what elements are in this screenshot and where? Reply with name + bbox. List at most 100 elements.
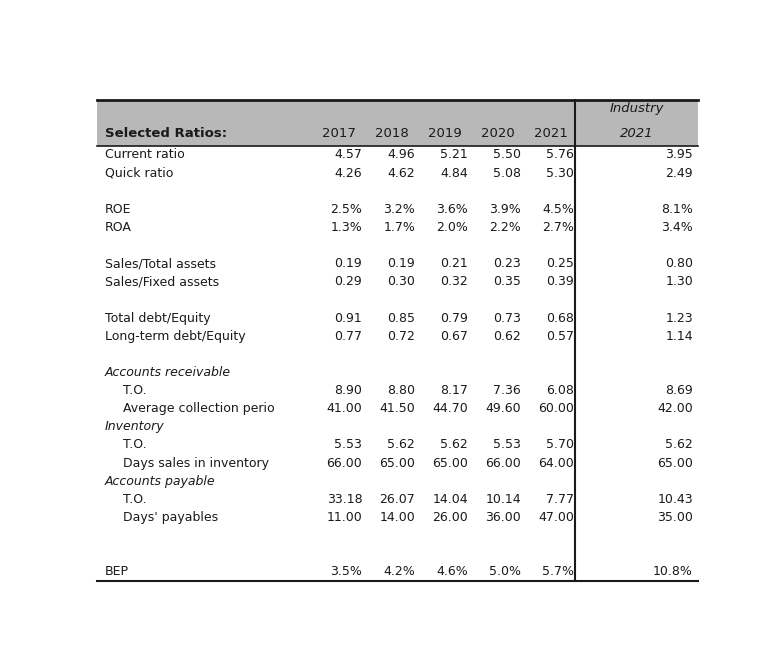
Text: ROE: ROE [105,203,131,216]
Text: 3.95: 3.95 [665,149,693,162]
Text: 0.77: 0.77 [334,330,362,343]
Text: T.O.: T.O. [123,438,147,452]
Text: 66.00: 66.00 [327,457,362,469]
Text: 0.23: 0.23 [494,257,521,271]
Text: 0.73: 0.73 [493,312,521,325]
Text: BEP: BEP [105,566,129,578]
Text: 5.70: 5.70 [546,438,574,452]
Text: Quick ratio: Quick ratio [105,166,173,180]
Text: 4.5%: 4.5% [542,203,574,216]
Text: 49.60: 49.60 [485,402,521,415]
Text: 4.2%: 4.2% [383,566,415,578]
Text: 44.70: 44.70 [432,402,468,415]
Text: ROA: ROA [105,221,132,234]
Text: Accounts payable: Accounts payable [105,475,216,488]
Text: T.O.: T.O. [123,493,147,506]
Text: 42.00: 42.00 [657,402,693,415]
Text: 4.26: 4.26 [334,166,362,180]
Text: 2018: 2018 [375,127,409,140]
Text: 66.00: 66.00 [485,457,521,469]
Text: Sales/Total assets: Sales/Total assets [105,257,216,271]
Text: 5.0%: 5.0% [489,566,521,578]
Text: T.O.: T.O. [123,384,147,397]
Text: 60.00: 60.00 [538,402,574,415]
Text: Current ratio: Current ratio [105,149,185,162]
Text: 1.23: 1.23 [665,312,693,325]
Text: 26.07: 26.07 [379,493,415,506]
Text: 1.30: 1.30 [665,275,693,288]
Text: 0.62: 0.62 [494,330,521,343]
Text: 1.14: 1.14 [665,330,693,343]
Text: 3.9%: 3.9% [489,203,521,216]
Text: Sales/Fixed assets: Sales/Fixed assets [105,275,219,288]
Text: 47.00: 47.00 [538,511,574,524]
Text: Long-term debt/Equity: Long-term debt/Equity [105,330,245,343]
Text: 0.79: 0.79 [440,312,468,325]
Text: 2019: 2019 [428,127,462,140]
Text: 1.3%: 1.3% [331,221,362,234]
Text: Industry: Industry [609,102,664,115]
Text: 5.76: 5.76 [546,149,574,162]
Text: 5.53: 5.53 [493,438,521,452]
Text: 33.18: 33.18 [327,493,362,506]
Text: 4.84: 4.84 [440,166,468,180]
Text: 4.6%: 4.6% [436,566,468,578]
Text: 0.72: 0.72 [387,330,415,343]
Text: 2021: 2021 [620,127,653,140]
Text: 35.00: 35.00 [657,511,693,524]
Text: 5.62: 5.62 [440,438,468,452]
Text: 0.30: 0.30 [387,275,415,288]
Text: 3.2%: 3.2% [383,203,415,216]
Text: 10.14: 10.14 [485,493,521,506]
Text: 0.32: 0.32 [440,275,468,288]
Text: 14.00: 14.00 [379,511,415,524]
Text: 5.62: 5.62 [387,438,415,452]
Text: 3.5%: 3.5% [331,566,362,578]
Text: Inventory: Inventory [105,420,165,434]
Text: 0.57: 0.57 [546,330,574,343]
Text: 0.25: 0.25 [546,257,574,271]
Text: Selected Ratios:: Selected Ratios: [105,127,227,140]
Text: 2020: 2020 [481,127,514,140]
Bar [97,100,698,146]
Text: 0.39: 0.39 [546,275,574,288]
Text: 2.7%: 2.7% [542,221,574,234]
Text: 4.96: 4.96 [387,149,415,162]
Text: 7.36: 7.36 [494,384,521,397]
Text: Days' payables: Days' payables [123,511,218,524]
Text: 0.21: 0.21 [440,257,468,271]
Text: 36.00: 36.00 [485,511,521,524]
Text: 5.7%: 5.7% [542,566,574,578]
Text: 10.43: 10.43 [657,493,693,506]
Text: 41.00: 41.00 [327,402,362,415]
Text: 8.1%: 8.1% [661,203,693,216]
Text: 4.62: 4.62 [387,166,415,180]
Text: 0.80: 0.80 [665,257,693,271]
Text: 5.30: 5.30 [546,166,574,180]
Text: 2.0%: 2.0% [436,221,468,234]
Text: 0.85: 0.85 [387,312,415,325]
Text: 3.6%: 3.6% [436,203,468,216]
Text: 65.00: 65.00 [379,457,415,469]
Text: 5.53: 5.53 [334,438,362,452]
Text: 5.21: 5.21 [440,149,468,162]
Text: 8.69: 8.69 [665,384,693,397]
Text: 26.00: 26.00 [432,511,468,524]
Text: Total debt/Equity: Total debt/Equity [105,312,210,325]
Text: 11.00: 11.00 [327,511,362,524]
Text: 3.4%: 3.4% [661,221,693,234]
Text: 7.77: 7.77 [546,493,574,506]
Text: 0.19: 0.19 [334,257,362,271]
Text: 0.19: 0.19 [387,257,415,271]
Text: 2021: 2021 [534,127,568,140]
Text: 2.2%: 2.2% [489,221,521,234]
Text: 0.67: 0.67 [440,330,468,343]
Text: 10.8%: 10.8% [653,566,693,578]
Text: 5.62: 5.62 [665,438,693,452]
Text: 2017: 2017 [322,127,356,140]
Text: 4.57: 4.57 [334,149,362,162]
Text: 65.00: 65.00 [432,457,468,469]
Text: 8.17: 8.17 [440,384,468,397]
Text: 5.50: 5.50 [493,149,521,162]
Text: 2.5%: 2.5% [331,203,362,216]
